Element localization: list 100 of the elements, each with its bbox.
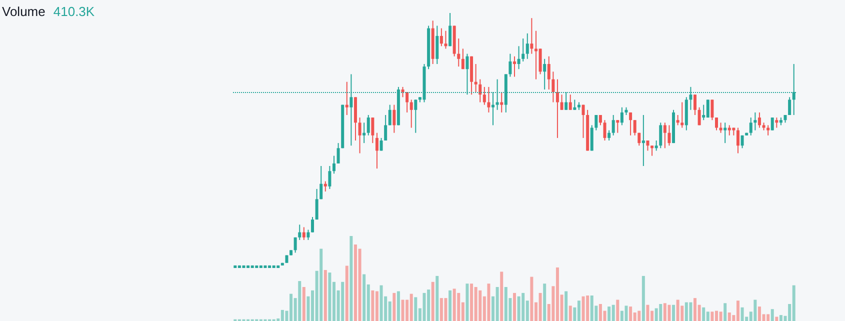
candlestick bbox=[294, 236, 297, 254]
bar bbox=[616, 300, 620, 321]
candlestick bbox=[380, 137, 383, 152]
bar bbox=[663, 303, 666, 321]
bar bbox=[608, 306, 611, 321]
candlestick bbox=[654, 140, 658, 152]
candlestick bbox=[474, 64, 478, 93]
bar bbox=[448, 290, 452, 321]
candlestick bbox=[552, 71, 555, 103]
bar bbox=[586, 296, 590, 321]
candlestick bbox=[646, 140, 650, 152]
bar bbox=[474, 287, 478, 321]
candlestick bbox=[788, 96, 792, 116]
candlestick bbox=[608, 130, 611, 141]
candlestick bbox=[547, 56, 550, 90]
bar bbox=[568, 306, 572, 321]
bar bbox=[740, 307, 744, 321]
bar bbox=[470, 284, 474, 321]
candlestick bbox=[736, 127, 740, 154]
bar bbox=[719, 312, 722, 321]
candlestick bbox=[650, 145, 654, 156]
candlestick bbox=[410, 99, 413, 128]
bar bbox=[775, 316, 778, 321]
candlestick bbox=[638, 132, 641, 146]
bar bbox=[590, 296, 594, 321]
bar bbox=[410, 294, 413, 321]
candlestick bbox=[775, 117, 778, 128]
candlestick bbox=[448, 12, 452, 47]
candlestick bbox=[698, 106, 701, 126]
bar bbox=[668, 304, 671, 321]
candlestick bbox=[766, 124, 770, 136]
bar bbox=[672, 304, 676, 321]
bar bbox=[298, 281, 302, 321]
candlestick bbox=[513, 56, 516, 78]
candlestick bbox=[706, 99, 710, 118]
bar bbox=[728, 312, 731, 321]
bar bbox=[689, 302, 692, 321]
candlestick bbox=[500, 92, 504, 113]
candlestick bbox=[358, 117, 362, 154]
bar bbox=[341, 282, 344, 321]
bar bbox=[543, 284, 546, 321]
bar bbox=[538, 292, 542, 321]
candlestick bbox=[603, 120, 606, 141]
candlestick bbox=[522, 38, 525, 62]
bar bbox=[684, 302, 688, 321]
bar bbox=[401, 300, 404, 321]
bar bbox=[444, 298, 448, 321]
candlestick bbox=[362, 122, 366, 144]
candlestick bbox=[680, 102, 684, 128]
bar bbox=[496, 287, 499, 321]
candlestick bbox=[616, 120, 620, 134]
candlestick bbox=[642, 114, 645, 166]
candlestick bbox=[754, 112, 757, 131]
candlestick bbox=[345, 81, 348, 116]
bar bbox=[440, 298, 443, 321]
candlestick bbox=[526, 32, 529, 60]
bar bbox=[466, 284, 469, 321]
bar bbox=[612, 304, 615, 321]
bar bbox=[706, 312, 710, 321]
bar bbox=[582, 296, 585, 321]
bar bbox=[375, 291, 378, 321]
candlestick bbox=[620, 106, 624, 126]
candlestick bbox=[694, 94, 697, 116]
bar bbox=[478, 290, 482, 321]
candlestick bbox=[560, 94, 564, 110]
candlestick bbox=[320, 166, 323, 200]
candlestick bbox=[487, 86, 490, 113]
candlestick bbox=[714, 117, 718, 131]
bar bbox=[710, 312, 714, 321]
bar bbox=[517, 296, 520, 321]
candlestick bbox=[336, 142, 340, 164]
bar bbox=[530, 276, 534, 321]
candlestick bbox=[659, 122, 662, 149]
bar bbox=[736, 300, 740, 321]
candlestick bbox=[508, 53, 512, 78]
candlestick bbox=[375, 132, 378, 170]
bar bbox=[577, 300, 580, 321]
candlestick bbox=[573, 99, 576, 110]
bar bbox=[702, 307, 706, 321]
candlestick bbox=[538, 48, 542, 75]
candlestick bbox=[444, 30, 448, 50]
candlestick bbox=[517, 46, 520, 70]
bar bbox=[770, 309, 774, 321]
candlestick bbox=[371, 117, 374, 144]
candlestick bbox=[543, 58, 546, 90]
bar bbox=[654, 308, 658, 321]
candlestick bbox=[332, 155, 336, 174]
candlestick bbox=[582, 104, 585, 138]
bar bbox=[646, 304, 650, 321]
candlestick bbox=[568, 94, 572, 110]
candlestick bbox=[740, 134, 744, 149]
text: Volume bbox=[2, 4, 46, 19]
bar bbox=[522, 292, 525, 321]
candlestick bbox=[530, 18, 534, 54]
bar bbox=[513, 292, 516, 321]
bar bbox=[624, 306, 628, 321]
candlestick bbox=[311, 216, 314, 233]
bar bbox=[487, 284, 490, 321]
candlestick bbox=[406, 92, 409, 113]
candlestick bbox=[298, 224, 302, 240]
